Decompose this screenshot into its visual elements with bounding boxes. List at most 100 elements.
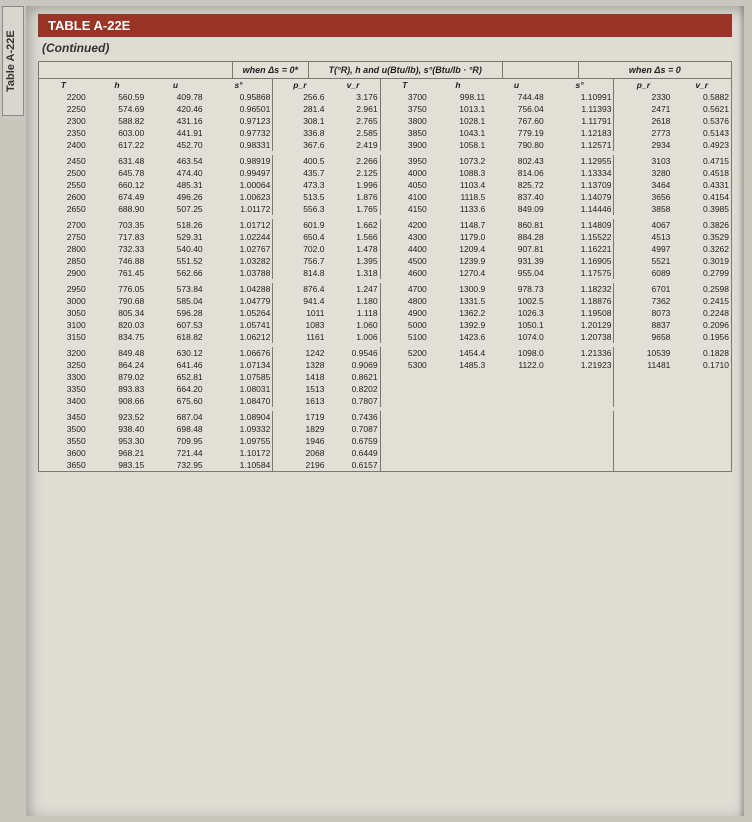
- table-row: 3400908.66675.601.0847016130.7807: [39, 395, 731, 407]
- cell: 825.72: [487, 179, 545, 191]
- table-row: 3100820.03607.531.0574110831.06050001392…: [39, 319, 731, 331]
- cell: 1098.0: [487, 347, 545, 359]
- cell: 1829: [273, 423, 327, 435]
- table-row: 3650983.15732.951.1058421960.6157: [39, 459, 731, 471]
- cell: 0.1956: [672, 331, 731, 343]
- cell: 805.34: [88, 307, 146, 319]
- cell: 630.12: [146, 347, 204, 359]
- units-row: when Δs = 0* T(°R), h and u(Btu/lb), s°(…: [39, 62, 731, 79]
- cell: 518.26: [146, 219, 204, 231]
- cell: 618.82: [146, 331, 204, 343]
- cell: 645.78: [88, 167, 146, 179]
- cell: 1.21923: [546, 359, 614, 371]
- cell: 1050.1: [487, 319, 545, 331]
- cell: 790.68: [88, 295, 146, 307]
- cell: 702.0: [273, 243, 327, 255]
- cell: 834.75: [88, 331, 146, 343]
- cell: 732.95: [146, 459, 204, 471]
- table-row: 2400617.22452.700.98331367.62.4193900105…: [39, 139, 731, 151]
- cell: 2700: [39, 219, 88, 231]
- cell: 1513: [273, 383, 327, 395]
- cell: 1209.4: [429, 243, 487, 255]
- cell: 820.03: [88, 319, 146, 331]
- cell: 1083: [273, 319, 327, 331]
- side-tab: Table A-22E: [2, 6, 24, 116]
- cell: 1242: [273, 347, 327, 359]
- cell: 884.28: [487, 231, 545, 243]
- table-row: 2650688.90507.251.01172556.31.7654150113…: [39, 203, 731, 215]
- cell: 4067: [614, 219, 672, 231]
- table-row: 3350893.83664.201.0803115130.8202: [39, 383, 731, 395]
- cell: 2350: [39, 127, 88, 139]
- cell: 953.30: [88, 435, 146, 447]
- cell: 6701: [614, 283, 672, 295]
- cell: 400.5: [273, 155, 327, 167]
- table-row: 2750717.83529.311.02244650.41.5664300117…: [39, 231, 731, 243]
- cell: 5200: [380, 347, 429, 359]
- cell: 1026.3: [487, 307, 545, 319]
- cell: 650.4: [273, 231, 327, 243]
- cell: 761.45: [88, 267, 146, 279]
- hdr-vr2: v_r: [672, 79, 731, 91]
- cell: 551.52: [146, 255, 204, 267]
- cell: 1.14446: [546, 203, 614, 215]
- cell: [487, 411, 545, 423]
- hdr-vr: v_r: [326, 79, 380, 91]
- cell: [672, 447, 731, 459]
- cell: 0.2799: [672, 267, 731, 279]
- cell: 420.46: [146, 103, 204, 115]
- cell: 1.14079: [546, 191, 614, 203]
- cell: [380, 435, 429, 447]
- cell: 2650: [39, 203, 88, 215]
- cell: 1.14809: [546, 219, 614, 231]
- cell: [487, 459, 545, 471]
- hdr-T2: T: [380, 79, 429, 91]
- cell: [672, 411, 731, 423]
- cell: 631.48: [88, 155, 146, 167]
- cell: 0.96501: [205, 103, 273, 115]
- cell: 1418: [273, 371, 327, 383]
- table-subtitle: (Continued): [38, 41, 732, 55]
- cell: [487, 383, 545, 395]
- table-row: 2300588.82431.160.97123308.12.7653800102…: [39, 115, 731, 127]
- cell: 849.09: [487, 203, 545, 215]
- cell: 814.06: [487, 167, 545, 179]
- cell: 1.08031: [205, 383, 273, 395]
- column-headers: T h u s° p_r v_r T h u s° p_r v_r: [39, 79, 731, 91]
- cell: 837.40: [487, 191, 545, 203]
- cell: 1161: [273, 331, 327, 343]
- cell: 907.81: [487, 243, 545, 255]
- cell: 675.60: [146, 395, 204, 407]
- cell: 1.12183: [546, 127, 614, 139]
- cell: 473.3: [273, 179, 327, 191]
- cell: 0.2598: [672, 283, 731, 295]
- cell: 0.3262: [672, 243, 731, 255]
- cell: 2.961: [326, 103, 380, 115]
- cell: 2.419: [326, 139, 380, 151]
- cell: 1.17575: [546, 267, 614, 279]
- cell: 2500: [39, 167, 88, 179]
- cell: 3858: [614, 203, 672, 215]
- cell: 968.21: [88, 447, 146, 459]
- table-row: 3450923.52687.041.0890417190.7436: [39, 411, 731, 423]
- cell: 1.02767: [205, 243, 273, 255]
- cell: 6089: [614, 267, 672, 279]
- cell: 2250: [39, 103, 88, 115]
- cell: 1.09332: [205, 423, 273, 435]
- table-row: 3550953.30709.951.0975519460.6759: [39, 435, 731, 447]
- cell: 496.26: [146, 191, 204, 203]
- cell: 1.662: [326, 219, 380, 231]
- cell: 1.11791: [546, 115, 614, 127]
- cell: 931.39: [487, 255, 545, 267]
- cell: 0.97732: [205, 127, 273, 139]
- cell: 876.4: [273, 283, 327, 295]
- cell: 860.81: [487, 219, 545, 231]
- cell: 1011: [273, 307, 327, 319]
- cell: [487, 371, 545, 383]
- cell: 2773: [614, 127, 672, 139]
- cell: 1088.3: [429, 167, 487, 179]
- table-title: TABLE A-22E: [38, 14, 732, 37]
- cell: 0.4154: [672, 191, 731, 203]
- cell: 3280: [614, 167, 672, 179]
- cell: 1.06212: [205, 331, 273, 343]
